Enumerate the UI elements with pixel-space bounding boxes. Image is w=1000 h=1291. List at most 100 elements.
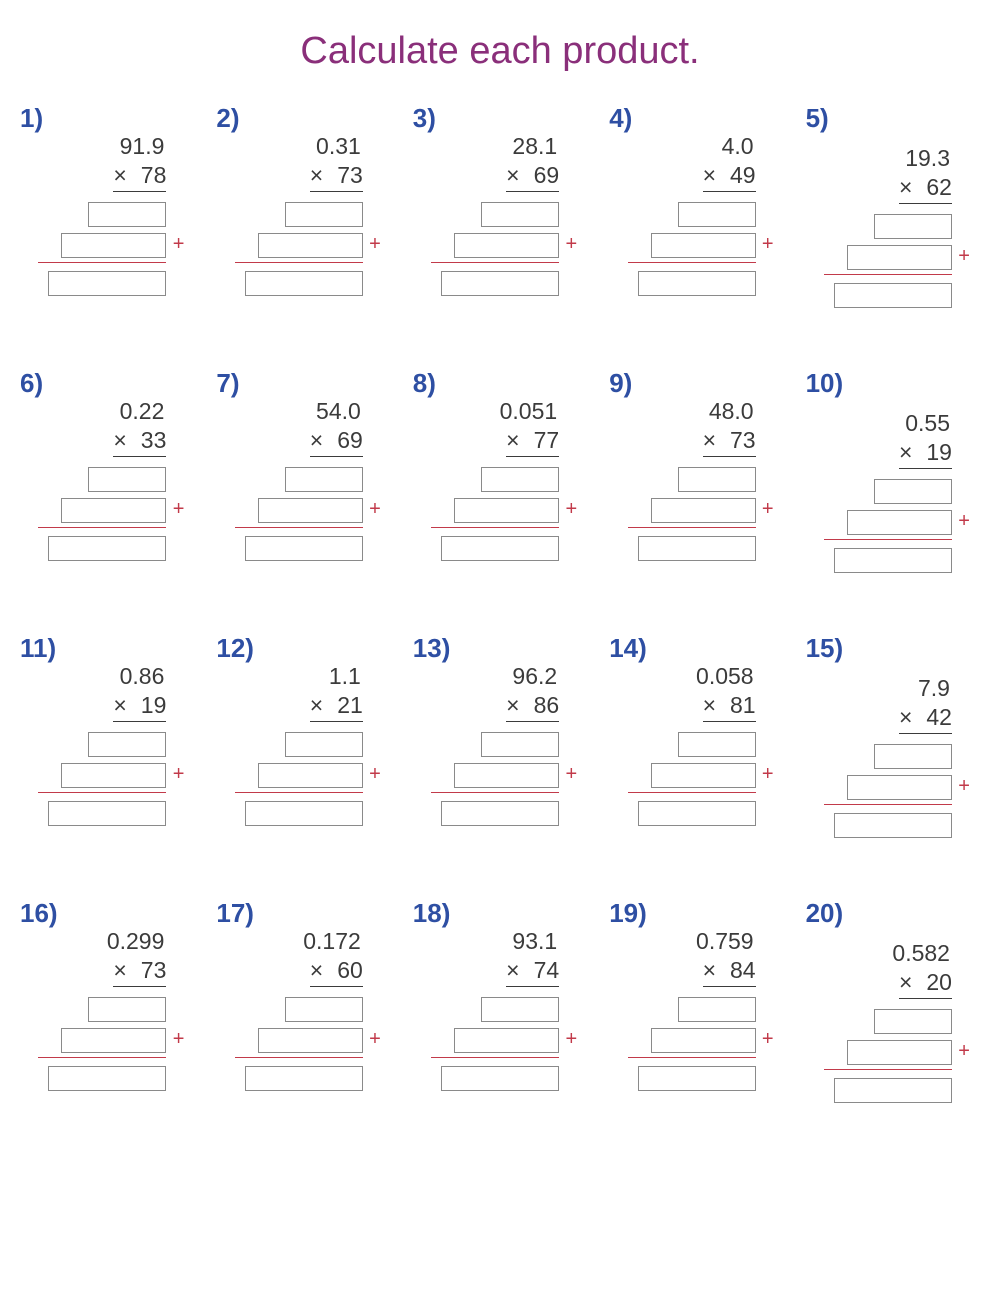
problem-number: 3) xyxy=(413,103,436,134)
product-box[interactable] xyxy=(638,271,756,296)
multiplicand: 0.759 xyxy=(696,928,756,955)
partial-product-box-2[interactable] xyxy=(61,233,166,258)
multiplicand: 93.1 xyxy=(512,928,559,955)
product-box[interactable] xyxy=(48,271,166,296)
partial-product-box-2[interactable] xyxy=(258,1028,363,1053)
partial-product-box-1[interactable] xyxy=(678,467,756,492)
partial-product-box-2[interactable] xyxy=(847,245,952,270)
product-box[interactable] xyxy=(834,1078,952,1103)
product-box[interactable] xyxy=(638,536,756,561)
operand-block: 28.1×69 xyxy=(506,133,559,192)
operand-block: 4.0×49 xyxy=(703,133,756,192)
partial-product-box-2[interactable] xyxy=(847,1040,952,1065)
partial-product-box-1[interactable] xyxy=(678,997,756,1022)
product-box[interactable] xyxy=(638,801,756,826)
operand-block: 19.3×62 xyxy=(899,145,952,204)
operand-stack: 0.86×19 xyxy=(20,663,194,722)
partial-product-box-1[interactable] xyxy=(481,732,559,757)
partial-product-box-1[interactable] xyxy=(88,997,166,1022)
partial-product-box-2[interactable] xyxy=(258,498,363,523)
multiplier-row: ×21 xyxy=(310,692,363,722)
problem: 12)1.1×21+ xyxy=(216,633,390,838)
partial-product-box-1[interactable] xyxy=(481,467,559,492)
product-box[interactable] xyxy=(48,801,166,826)
partial-product-box-2[interactable] xyxy=(258,233,363,258)
product-box[interactable] xyxy=(441,801,559,826)
partial-product-box-1[interactable] xyxy=(88,467,166,492)
partial-product-box-1[interactable] xyxy=(874,744,952,769)
partial-product-box-1[interactable] xyxy=(678,202,756,227)
problem-number: 16) xyxy=(20,898,58,929)
product-box[interactable] xyxy=(834,548,952,573)
partial-product-box-1[interactable] xyxy=(481,202,559,227)
partial-product-box-1[interactable] xyxy=(481,997,559,1022)
partial-product-box-2[interactable] xyxy=(651,498,756,523)
operand-stack: 0.058×81 xyxy=(609,663,783,722)
sum-rule xyxy=(628,792,756,793)
product-box[interactable] xyxy=(245,801,363,826)
partial-product-row-2: + xyxy=(216,227,362,258)
operand-stack: 1.1×21 xyxy=(216,663,390,722)
answer-area: + xyxy=(806,744,980,838)
problem: 19)0.759×84+ xyxy=(609,898,783,1103)
partial-product-box-2[interactable] xyxy=(61,1028,166,1053)
multiplier-row: ×33 xyxy=(113,427,166,457)
product-box[interactable] xyxy=(48,536,166,561)
product-box[interactable] xyxy=(245,1066,363,1091)
product-box[interactable] xyxy=(638,1066,756,1091)
sum-rule xyxy=(235,527,363,528)
partial-product-box-2[interactable] xyxy=(847,775,952,800)
product-box[interactable] xyxy=(245,536,363,561)
multiplier: 60 xyxy=(337,957,363,984)
partial-product-row-2: + xyxy=(20,757,166,788)
partial-product-row-2: + xyxy=(806,769,952,800)
answer-area: + xyxy=(806,1009,980,1103)
partial-product-box-2[interactable] xyxy=(651,233,756,258)
product-box[interactable] xyxy=(834,813,952,838)
multiply-sign: × xyxy=(113,427,126,454)
partial-product-box-1[interactable] xyxy=(678,732,756,757)
problem-grid: 1)91.9×78+2)0.31×73+3)28.1×69+4)4.0×49+5… xyxy=(20,103,980,1103)
answer-area: + xyxy=(20,202,194,296)
partial-product-box-2[interactable] xyxy=(258,763,363,788)
problem: 11)0.86×19+ xyxy=(20,633,194,838)
operand-stack: 0.759×84 xyxy=(609,928,783,987)
multiplier: 20 xyxy=(926,969,952,996)
product-box[interactable] xyxy=(834,283,952,308)
multiply-sign: × xyxy=(899,969,912,996)
partial-product-box-1[interactable] xyxy=(285,467,363,492)
multiply-sign: × xyxy=(506,162,519,189)
answer-area: + xyxy=(20,467,194,561)
product-box[interactable] xyxy=(48,1066,166,1091)
partial-product-box-2[interactable] xyxy=(847,510,952,535)
partial-product-box-2[interactable] xyxy=(61,498,166,523)
partial-product-box-2[interactable] xyxy=(61,763,166,788)
partial-product-box-1[interactable] xyxy=(285,997,363,1022)
multiplicand: 28.1 xyxy=(512,133,559,160)
multiply-sign: × xyxy=(899,439,912,466)
multiplier-row: ×19 xyxy=(899,439,952,469)
product-box[interactable] xyxy=(441,536,559,561)
partial-product-box-1[interactable] xyxy=(285,732,363,757)
problem-number: 6) xyxy=(20,368,43,399)
product-box[interactable] xyxy=(245,271,363,296)
operand-stack: 54.0×69 xyxy=(216,398,390,457)
partial-product-box-2[interactable] xyxy=(651,1028,756,1053)
product-box[interactable] xyxy=(441,271,559,296)
partial-product-box-1[interactable] xyxy=(88,202,166,227)
partial-product-box-2[interactable] xyxy=(454,1028,559,1053)
partial-product-box-1[interactable] xyxy=(874,479,952,504)
multiplier-row: ×78 xyxy=(113,162,166,192)
operand-stack: 28.1×69 xyxy=(413,133,587,192)
partial-product-box-1[interactable] xyxy=(285,202,363,227)
partial-product-box-1[interactable] xyxy=(874,214,952,239)
partial-product-box-2[interactable] xyxy=(454,763,559,788)
sum-rule xyxy=(431,527,559,528)
partial-product-box-2[interactable] xyxy=(454,498,559,523)
partial-product-box-2[interactable] xyxy=(651,763,756,788)
product-box[interactable] xyxy=(441,1066,559,1091)
partial-product-box-1[interactable] xyxy=(874,1009,952,1034)
problem: 3)28.1×69+ xyxy=(413,103,587,308)
partial-product-box-1[interactable] xyxy=(88,732,166,757)
partial-product-box-2[interactable] xyxy=(454,233,559,258)
